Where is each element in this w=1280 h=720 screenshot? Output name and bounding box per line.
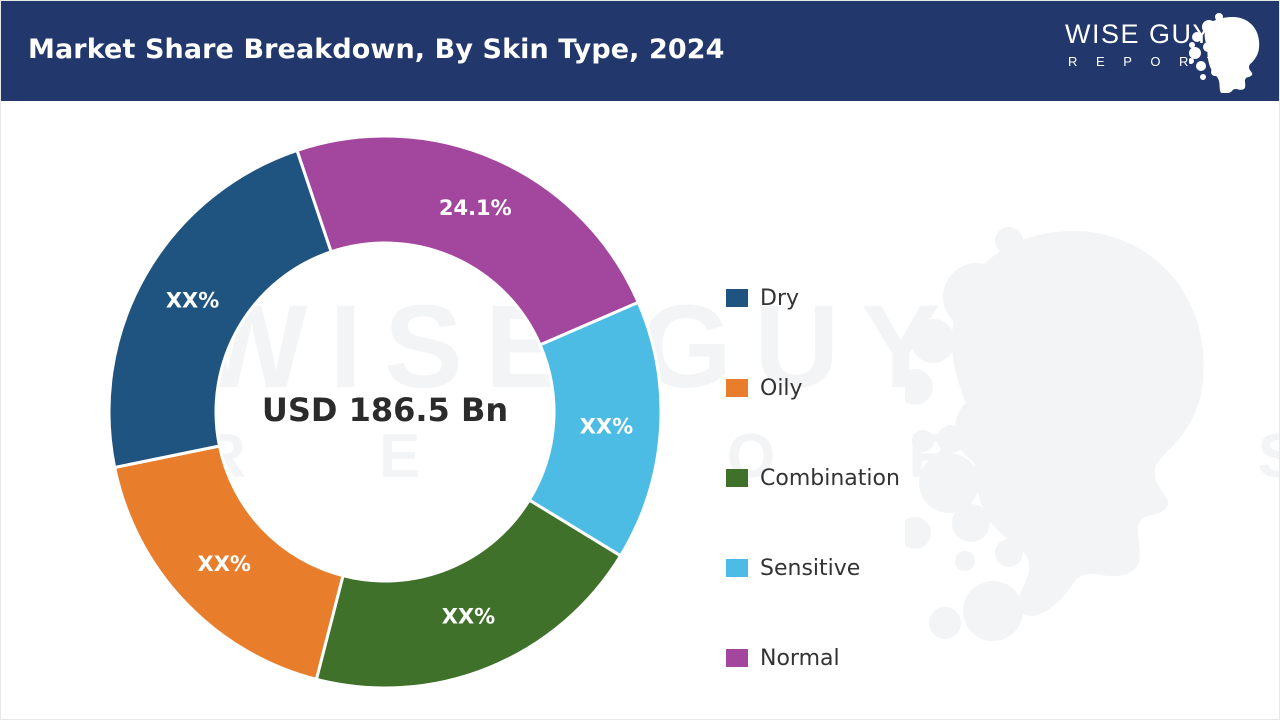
legend-item-normal[interactable]: Normal	[726, 613, 986, 703]
logo-head-icon	[1188, 9, 1273, 93]
legend-item-oily[interactable]: Oily	[726, 343, 986, 433]
center-total-value: USD 186.5 Bn	[262, 391, 508, 429]
slice-label-combination: XX%	[442, 605, 495, 629]
donut-chart: 24.1% XX% XX% XX% XX% USD 186.5 Bn	[1, 101, 701, 719]
chart-legend: Dry Oily Combination Sensitive Normal	[726, 253, 986, 703]
donut-slice-sensitive[interactable]	[527, 300, 663, 558]
donut-chart-svg: 24.1% XX% XX% XX% XX% USD 186.5 Bn	[107, 134, 663, 690]
legend-swatch-icon	[726, 289, 748, 307]
slice-label-dry: XX%	[166, 288, 219, 312]
slice-label-oily: XX%	[198, 552, 251, 576]
donut-slice-dry[interactable]	[107, 148, 333, 470]
donut-slice-labels: 24.1% XX% XX% XX% XX%	[166, 196, 633, 628]
page-title: Market Share Breakdown, By Skin Type, 20…	[28, 34, 725, 65]
donut-slice-combination[interactable]	[314, 497, 623, 690]
legend-item-dry[interactable]: Dry	[726, 253, 986, 343]
legend-item-label: Sensitive	[760, 555, 861, 581]
legend-item-label: Dry	[760, 285, 800, 311]
donut-slices	[107, 134, 663, 690]
legend-item-label: Oily	[760, 375, 803, 401]
legend-swatch-icon	[726, 559, 748, 577]
logo-line1: WISE GUY	[1065, 19, 1213, 49]
legend-item-sensitive[interactable]: Sensitive	[726, 523, 986, 613]
legend-item-label: Normal	[760, 645, 840, 671]
legend-swatch-icon	[726, 379, 748, 397]
slice-label-normal: 24.1%	[439, 196, 512, 220]
legend-item-combination[interactable]: Combination	[726, 433, 986, 523]
legend-swatch-icon	[726, 649, 748, 667]
legend-item-label: Combination	[760, 465, 900, 491]
wiseguy-reports-logo[interactable]: WISE GUY R E P O R T S	[1059, 7, 1275, 95]
legend-swatch-icon	[726, 469, 748, 487]
donut-slice-oily[interactable]	[112, 444, 345, 682]
donut-slice-normal[interactable]	[295, 134, 641, 347]
header-bar: Market Share Breakdown, By Skin Type, 20…	[1, 1, 1279, 101]
slice-label-sensitive: XX%	[580, 414, 633, 438]
